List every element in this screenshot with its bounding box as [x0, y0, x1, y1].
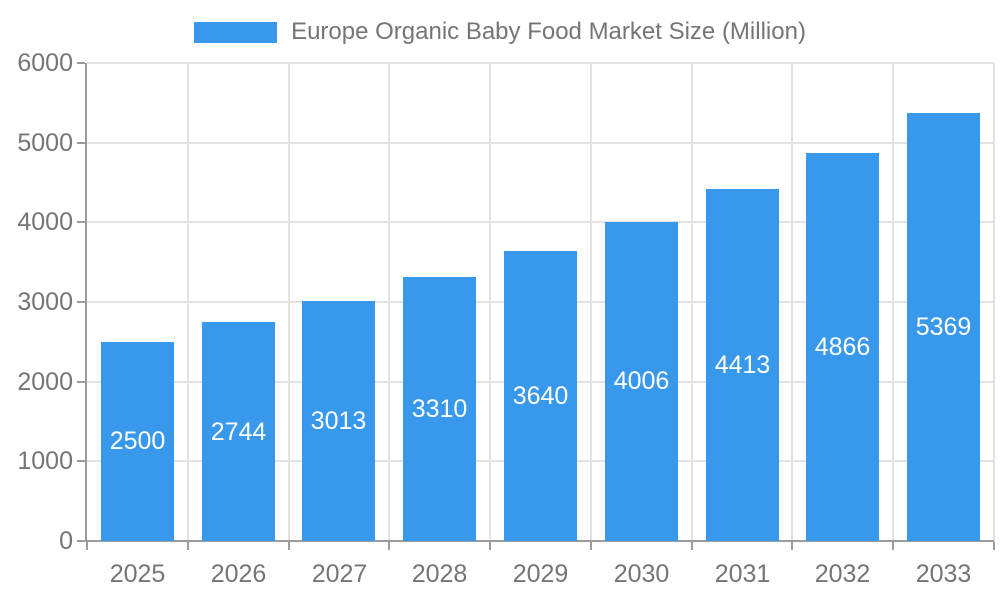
legend-swatch: [194, 21, 278, 43]
x-axis-label: 2025: [109, 560, 166, 588]
y-tick: [77, 142, 85, 144]
bar-value-label: 4413: [714, 351, 771, 379]
x-axis-label: 2030: [613, 560, 670, 588]
y-axis-label: 4000: [17, 208, 73, 236]
x-axis-label: 2028: [411, 560, 468, 588]
bar-value-label: 2744: [210, 418, 267, 446]
x-axis-label: 2029: [512, 560, 569, 588]
x-axis-line: [85, 540, 994, 542]
v-gridline: [993, 63, 995, 541]
bar-value-label: 3013: [310, 407, 367, 435]
y-axis-label: 5000: [17, 129, 73, 157]
y-tick: [77, 540, 85, 542]
x-tick: [590, 542, 592, 550]
v-gridline: [691, 63, 693, 541]
y-axis-line: [85, 63, 87, 541]
x-tick: [86, 542, 88, 550]
legend-label: Europe Organic Baby Food Market Size (Mi…: [291, 18, 806, 45]
bar-value-label: 3310: [411, 395, 468, 423]
x-axis-label: 2031: [714, 560, 771, 588]
bar[interactable]: [202, 322, 275, 541]
v-gridline: [892, 63, 894, 541]
y-axis-label: 6000: [17, 49, 73, 77]
bar-value-label: 2500: [109, 427, 166, 455]
bar[interactable]: [806, 153, 879, 541]
bar-value-label: 4866: [814, 333, 871, 361]
v-gridline: [791, 63, 793, 541]
x-axis-label: 2033: [915, 560, 972, 588]
bar-value-label: 3640: [512, 382, 569, 410]
x-tick: [288, 542, 290, 550]
y-axis-label: 0: [59, 527, 73, 555]
y-tick: [77, 301, 85, 303]
bar[interactable]: [706, 189, 779, 541]
bar-value-label: 5369: [915, 313, 972, 341]
x-tick: [993, 542, 995, 550]
y-tick: [77, 221, 85, 223]
bar[interactable]: [101, 342, 174, 541]
x-axis-label: 2027: [311, 560, 368, 588]
x-tick: [388, 542, 390, 550]
y-tick: [77, 460, 85, 462]
v-gridline: [489, 63, 491, 541]
h-gridline: [87, 142, 994, 144]
v-gridline: [187, 63, 189, 541]
bar[interactable]: [907, 113, 980, 541]
v-gridline: [590, 63, 592, 541]
bar[interactable]: [504, 251, 577, 541]
y-tick: [77, 62, 85, 64]
y-axis-label: 2000: [17, 368, 73, 396]
x-axis-label: 2026: [210, 560, 267, 588]
bar[interactable]: [403, 277, 476, 541]
x-tick: [691, 542, 693, 550]
bar-value-label: 4006: [613, 367, 670, 395]
x-tick: [791, 542, 793, 550]
x-axis-label: 2032: [814, 560, 871, 588]
x-tick: [489, 542, 491, 550]
h-gridline: [87, 62, 994, 64]
x-tick: [892, 542, 894, 550]
v-gridline: [288, 63, 290, 541]
bar[interactable]: [605, 222, 678, 541]
y-axis-label: 3000: [17, 288, 73, 316]
h-gridline: [87, 221, 994, 223]
y-tick: [77, 381, 85, 383]
y-axis-label: 1000: [17, 447, 73, 475]
v-gridline: [388, 63, 390, 541]
legend[interactable]: Europe Organic Baby Food Market Size (Mi…: [0, 17, 1000, 47]
bar[interactable]: [302, 301, 375, 541]
x-tick: [187, 542, 189, 550]
